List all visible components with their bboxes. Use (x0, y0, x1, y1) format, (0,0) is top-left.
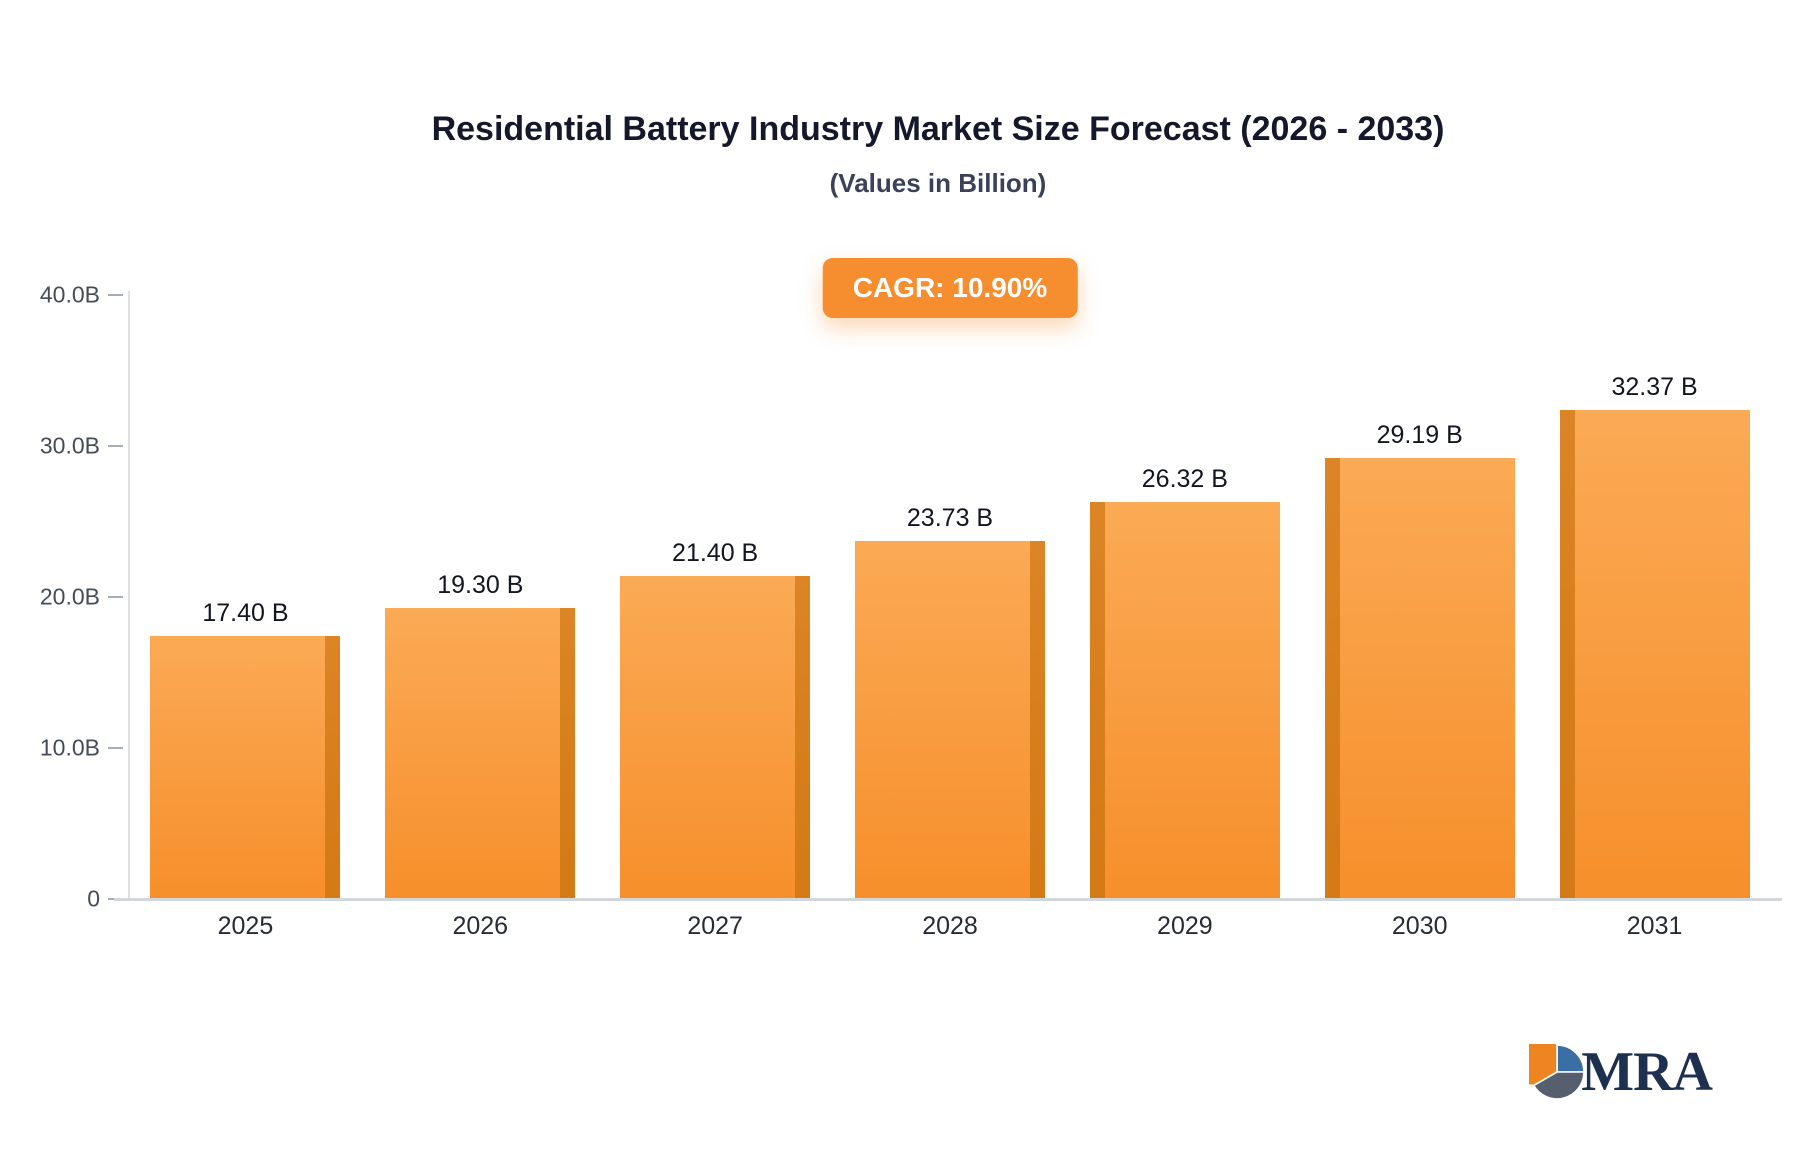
bar (620, 575, 811, 900)
bar (1559, 410, 1750, 899)
y-tick-mark (108, 596, 123, 598)
y-tick-label: 10.0B (39, 734, 100, 761)
bar (855, 540, 1045, 900)
bars-container: 17.40 B 19.30 B 21.40 B 23.73 B 26.32 B 29.19… (128, 295, 1772, 900)
logo-pie-icon (1529, 1044, 1585, 1100)
bar-value-label: 17.40 B (202, 599, 289, 628)
logo: MRA (1529, 1041, 1713, 1103)
y-axis-line (128, 291, 130, 899)
chart-title: Residential Battery Industry Market Size… (431, 110, 1445, 148)
bar (385, 607, 576, 900)
chart-subtitle: (Values in Billion) (829, 168, 1047, 198)
x-axis-label: 2026 (452, 912, 509, 940)
x-axis-line (114, 898, 1782, 901)
y-tick-mark (108, 294, 123, 296)
bar-value-label: 23.73 B (906, 503, 994, 532)
x-axis-labels: 2025 2026 2027 2028 2029 2030 2031 (128, 912, 1772, 941)
x-axis-label: 2030 (1391, 912, 1448, 940)
bar-slot: 23.73 B (833, 295, 1068, 900)
bar (1324, 458, 1515, 899)
x-axis-label: 2029 (1157, 912, 1213, 940)
bar (150, 636, 341, 899)
x-axis-label: 2031 (1626, 912, 1683, 940)
y-tick-mark (108, 445, 123, 447)
y-tick-label: 20.0B (39, 583, 100, 610)
bar-value-label: 21.40 B (672, 538, 759, 567)
bar-slot: 29.19 B (1302, 295, 1537, 899)
bar-slot: 26.32 B (1067, 295, 1302, 900)
bar-value-label: 32.37 B (1611, 373, 1698, 402)
bar (1089, 501, 1280, 900)
y-tick-label: 30.0B (39, 432, 100, 459)
x-axis-label: 2028 (922, 912, 978, 940)
cagr-badge: CAGR: 10.90% (822, 258, 1078, 318)
logo-text: MRA (1581, 1041, 1713, 1103)
y-tick-label: 0 (87, 885, 100, 912)
x-axis-label: 2025 (217, 912, 274, 940)
plot-area: 40.0B 30.0B 20.0B 10.0B 0 17.40 B 19.30 B 21.4… (40, 282, 1782, 912)
x-axis-label: 2027 (687, 912, 743, 940)
bar-slot: 21.40 B (598, 295, 833, 900)
y-tick-label: 40.0B (39, 281, 100, 308)
bar-value-label: 26.32 B (1141, 464, 1228, 493)
bar-slot: 19.30 B (363, 295, 598, 900)
bar-value-label: 29.19 B (1376, 421, 1463, 450)
bar-slot: 32.37 B (1537, 295, 1772, 899)
bar-value-label: 19.30 B (437, 570, 524, 599)
bar-slot: 17.40 B (128, 295, 363, 899)
y-tick-mark (108, 747, 123, 749)
